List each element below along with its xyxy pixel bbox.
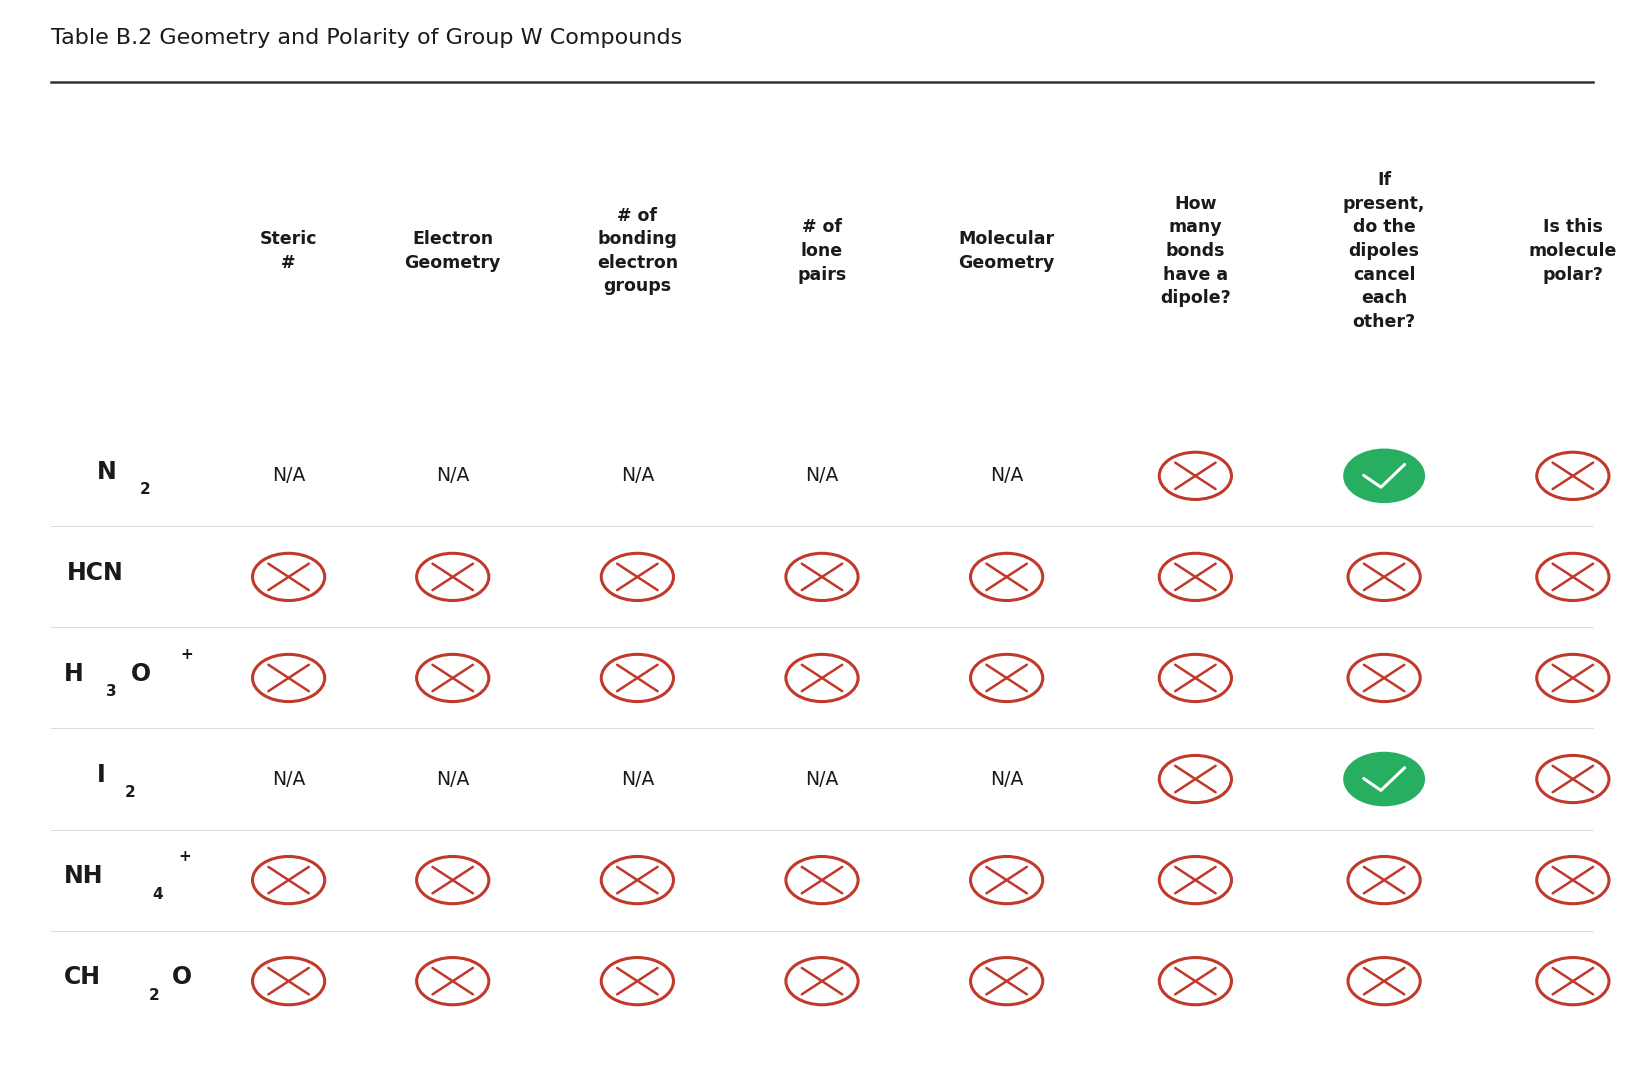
Text: N: N bbox=[97, 459, 117, 483]
Text: # of
lone
pairs: # of lone pairs bbox=[797, 218, 847, 283]
Text: N/A: N/A bbox=[436, 769, 470, 789]
Text: 2: 2 bbox=[150, 988, 159, 1003]
Text: N/A: N/A bbox=[271, 769, 306, 789]
Text: +: + bbox=[181, 647, 192, 662]
Circle shape bbox=[1345, 450, 1424, 501]
Text: 2: 2 bbox=[125, 785, 135, 801]
Text: NH: NH bbox=[64, 864, 104, 888]
Circle shape bbox=[1345, 753, 1424, 805]
Text: HCN: HCN bbox=[67, 561, 123, 584]
Text: Electron
Geometry: Electron Geometry bbox=[404, 230, 501, 272]
Text: N/A: N/A bbox=[621, 466, 654, 485]
Text: H: H bbox=[64, 662, 84, 685]
Text: 3: 3 bbox=[107, 684, 117, 699]
Text: +: + bbox=[179, 849, 191, 864]
Text: # of
bonding
electron
groups: # of bonding electron groups bbox=[597, 207, 677, 295]
Text: Molecular
Geometry: Molecular Geometry bbox=[958, 230, 1055, 272]
Text: N/A: N/A bbox=[271, 466, 306, 485]
Text: N/A: N/A bbox=[806, 769, 838, 789]
Text: O: O bbox=[173, 965, 192, 989]
Text: N/A: N/A bbox=[806, 466, 838, 485]
Text: CH: CH bbox=[64, 965, 100, 989]
Text: Table B.2 Geometry and Polarity of Group W Compounds: Table B.2 Geometry and Polarity of Group… bbox=[51, 28, 682, 48]
Text: N/A: N/A bbox=[990, 466, 1023, 485]
Text: Is this
molecule
polar?: Is this molecule polar? bbox=[1529, 218, 1618, 283]
Text: N/A: N/A bbox=[990, 769, 1023, 789]
Text: Steric
#: Steric # bbox=[260, 230, 317, 272]
Text: O: O bbox=[132, 662, 151, 685]
Text: N/A: N/A bbox=[621, 769, 654, 789]
Text: I: I bbox=[97, 763, 105, 787]
Text: N/A: N/A bbox=[436, 466, 470, 485]
Text: How
many
bonds
have a
dipole?: How many bonds have a dipole? bbox=[1161, 195, 1231, 307]
Text: If
present,
do the
dipoles
cancel
each
other?: If present, do the dipoles cancel each o… bbox=[1343, 171, 1425, 330]
Text: 4: 4 bbox=[153, 887, 163, 902]
Text: 2: 2 bbox=[140, 482, 150, 497]
